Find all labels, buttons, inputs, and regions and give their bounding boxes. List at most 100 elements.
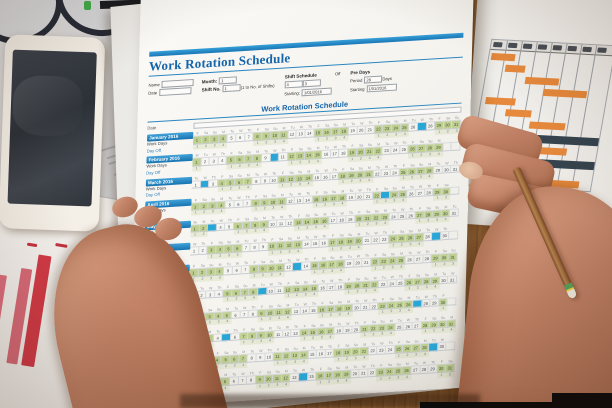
shift-count-cell: 3 <box>448 261 458 267</box>
shift-count-cell: 1 <box>433 195 442 202</box>
shift-count-cell: 2 <box>205 320 215 326</box>
shift-count-cell: 4 <box>279 138 289 145</box>
period-unit-label: Days <box>382 75 393 82</box>
shift-count-cell: 2 <box>248 339 257 346</box>
shift-count-cell: 3 <box>389 198 399 204</box>
shift-count-cell: 4 <box>233 252 242 258</box>
shift-count-cell <box>309 314 318 320</box>
shift-count-cell <box>199 254 208 260</box>
shift-count-cell: 4 <box>373 155 383 161</box>
shift-count-cell: 2 <box>407 175 417 181</box>
shift-count-cell: 4 <box>380 220 390 227</box>
shift-count-cell: 4 <box>275 271 285 278</box>
shift-count-cell: 3 <box>274 315 284 322</box>
shift-count-cell <box>339 157 348 163</box>
shift-count-cell <box>432 240 441 246</box>
shift-count-cell: 4 <box>402 374 412 380</box>
shift-count-cell: 1 <box>434 129 444 135</box>
shift-count-cell: 2 <box>353 289 362 295</box>
shift-count-cell <box>275 294 284 300</box>
shift-count-cell: 1 <box>354 222 364 229</box>
shift-count-cell: 1 <box>249 273 259 279</box>
pre-days-label: Pre Days <box>350 68 371 75</box>
gantt-bar <box>542 88 588 99</box>
shift-count-cell <box>447 305 456 311</box>
shift-count-cell <box>265 361 274 367</box>
gantt-header-cell <box>552 45 563 51</box>
shift-count-cell <box>318 291 327 297</box>
shift-count-cell <box>377 354 386 360</box>
shift-count-cell <box>290 381 299 387</box>
shift-count-cell <box>261 162 270 168</box>
shift-count-cell: 1 <box>299 336 309 342</box>
shift-count-cell <box>258 295 267 301</box>
shift-count-cell: 3 <box>333 378 343 385</box>
shift-count-cell: 3 <box>311 225 321 231</box>
shift-count-cell <box>404 330 413 336</box>
gantt-header-cell <box>567 45 578 52</box>
shift-count-cell: 4 <box>218 142 228 148</box>
shift-count-cell: 3 <box>422 284 431 291</box>
shift-count-cell: 3 <box>329 202 339 208</box>
shift-count-cell <box>389 220 398 226</box>
shift-count-cell <box>230 385 239 391</box>
shift-count-cell <box>284 271 293 277</box>
shift-count-cell: 2 <box>429 328 439 335</box>
shift-count-cell <box>450 217 459 223</box>
shift-count-cell: 2 <box>363 222 373 228</box>
gantt-bar <box>528 121 566 131</box>
shift-count-cell <box>429 351 438 357</box>
shift-count-cell <box>352 311 361 317</box>
shift-count-cell: 1 <box>253 140 263 146</box>
gantt-bar <box>504 64 526 73</box>
shift-count-cell <box>363 244 372 250</box>
shift-count-cell <box>248 362 257 368</box>
shift-count-cell <box>352 333 361 339</box>
month-left-column: March 2016 Work Days Day Off <box>146 176 193 198</box>
shift-count-cell <box>256 361 265 367</box>
shift-count-cell: 3 <box>224 252 234 259</box>
dark-desk-edge <box>552 393 612 408</box>
shift-count-cell <box>424 196 433 202</box>
shift-count-cell: 3 <box>208 209 218 215</box>
shift-count-cell <box>348 135 357 141</box>
shift-count-cell <box>279 161 288 167</box>
shift-count-cell <box>249 317 258 323</box>
shift-count-cell: 2 <box>266 316 275 322</box>
shift-count-cell: 2 <box>326 312 336 319</box>
shift-count-cell <box>446 350 455 356</box>
shift-count-cell <box>190 255 199 261</box>
shift-count-cell <box>343 334 352 340</box>
shift-count-cell <box>330 180 339 186</box>
shift-count-cell: 1 <box>338 179 348 185</box>
shift-count-cell: 1 <box>372 199 382 205</box>
shift-count-cell <box>443 151 452 157</box>
shift-count-cell: 1 <box>310 269 320 276</box>
shift-count-cell <box>379 287 388 293</box>
shift-count-cell: 4 <box>386 331 396 337</box>
shift-count-cell: 2 <box>445 371 455 378</box>
shift-count-cell: 4 <box>313 158 323 165</box>
shift-count-cell: 3 <box>355 178 365 184</box>
shift-count-cell: 4 <box>446 327 456 334</box>
shift-count-cell <box>325 357 334 363</box>
shift-count-cell: 2 <box>322 136 332 142</box>
shift-count-cell: 4 <box>342 378 351 384</box>
shift-count-cell <box>270 184 279 190</box>
shift-count-cell: 2 <box>347 178 357 185</box>
shift-count-cell: 1 <box>374 132 384 139</box>
shift-count-cell: 4 <box>441 217 450 223</box>
shift-count-cell: 4 <box>425 174 434 180</box>
shift-count-cell: 2 <box>417 152 426 158</box>
shift-count-cell: 1 <box>394 352 404 359</box>
shift-count-cell: 4 <box>336 267 346 274</box>
period-label: Period <box>350 77 363 84</box>
shift-count-cell: 3 <box>438 328 448 334</box>
gantt-header-cell <box>582 46 593 53</box>
shift-count-cell: 4 <box>339 135 349 141</box>
shift-count-cell <box>321 180 330 186</box>
shift-count-cell: 4 <box>396 264 406 270</box>
shift-count-cell <box>388 287 397 293</box>
shift-count-cell: 2 <box>201 143 211 149</box>
shift-count-cell: 1 <box>404 285 414 292</box>
